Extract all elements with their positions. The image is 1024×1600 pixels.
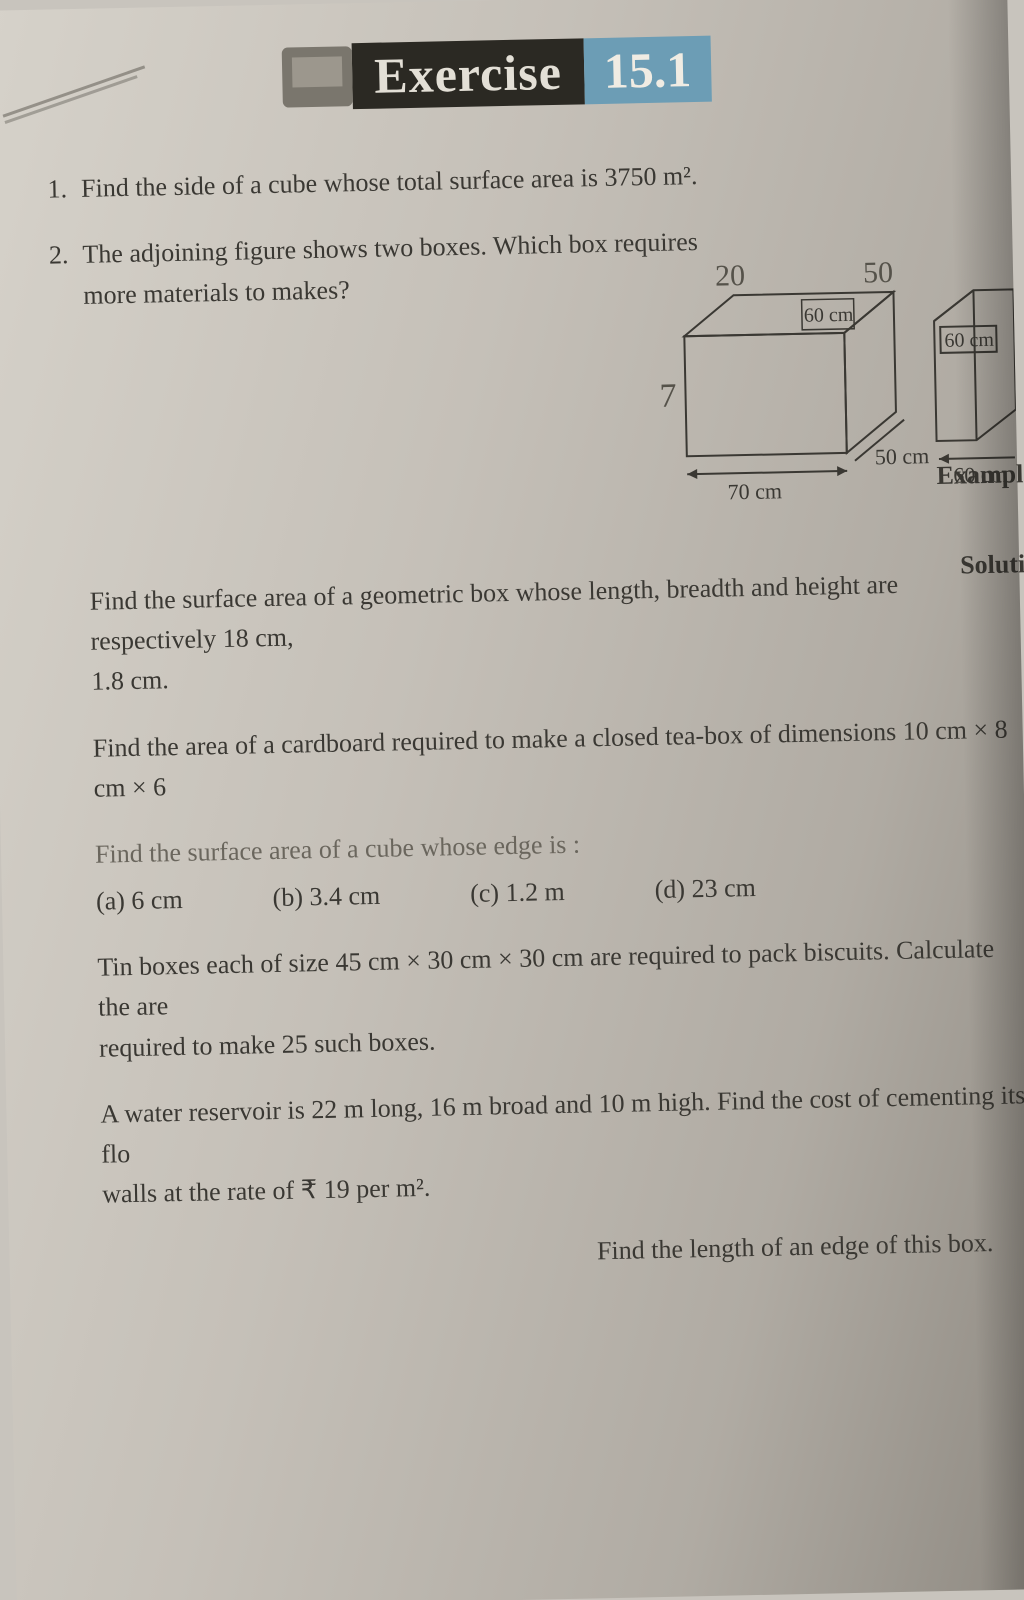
exercise-label: Exercise bbox=[352, 38, 585, 109]
question-number: 1. bbox=[17, 169, 82, 211]
question-text: The adjoining figure shows two boxes. Wh… bbox=[82, 216, 1013, 316]
question-number bbox=[36, 1095, 103, 1217]
question-end: Find the length of an edge of this box. bbox=[39, 1222, 1024, 1283]
question-number bbox=[28, 729, 94, 811]
textbook-page: Exercise 15.1 60 cm 70 cm bbox=[0, 0, 1024, 1600]
question-6: Tin boxes each of size 45 cm × 30 cm × 3… bbox=[33, 928, 1024, 1070]
question-text: Find the length of an edge of this box. bbox=[39, 1223, 994, 1283]
question-text: Find the side of a cube whose total surf… bbox=[81, 149, 1012, 209]
option-b: (b) 3.4 cm bbox=[272, 875, 380, 918]
question-number bbox=[33, 948, 100, 1070]
question-3: Find the surface area of a geometric box… bbox=[25, 562, 1021, 704]
option-c: (c) 1.2 m bbox=[470, 872, 565, 914]
question-2: 2. The adjoining figure shows two boxes.… bbox=[18, 216, 1013, 317]
question-number: 2. bbox=[18, 235, 84, 317]
question-number bbox=[25, 582, 92, 704]
exercise-heading: Exercise 15.1 bbox=[282, 36, 712, 111]
option-d: (d) 23 cm bbox=[654, 868, 756, 910]
question-text: A water reservoir is 22 m long, 16 m bro… bbox=[100, 1075, 1024, 1215]
question-7: A water reservoir is 22 m long, 16 m bro… bbox=[36, 1075, 1024, 1217]
question-4: Find the area of a cardboard required to… bbox=[28, 709, 1023, 810]
exercise-icon bbox=[282, 46, 353, 107]
question-5: Find the surface area of a cube whose ed… bbox=[31, 816, 1024, 923]
question-text: Find the surface area of a cube whose ed… bbox=[95, 816, 1024, 922]
question-text: Find the surface area of a geometric box… bbox=[89, 562, 1021, 702]
option-a: (a) 6 cm bbox=[96, 880, 183, 922]
question-1: 1. Find the side of a cube whose total s… bbox=[17, 149, 1012, 210]
question-list: 1. Find the side of a cube whose total s… bbox=[17, 149, 1024, 1309]
question-number bbox=[31, 835, 97, 923]
question-text: Tin boxes each of size 45 cm × 30 cm × 3… bbox=[97, 928, 1024, 1068]
exercise-number: 15.1 bbox=[583, 36, 712, 105]
question-text: Find the area of a cardboard required to… bbox=[92, 709, 1023, 809]
